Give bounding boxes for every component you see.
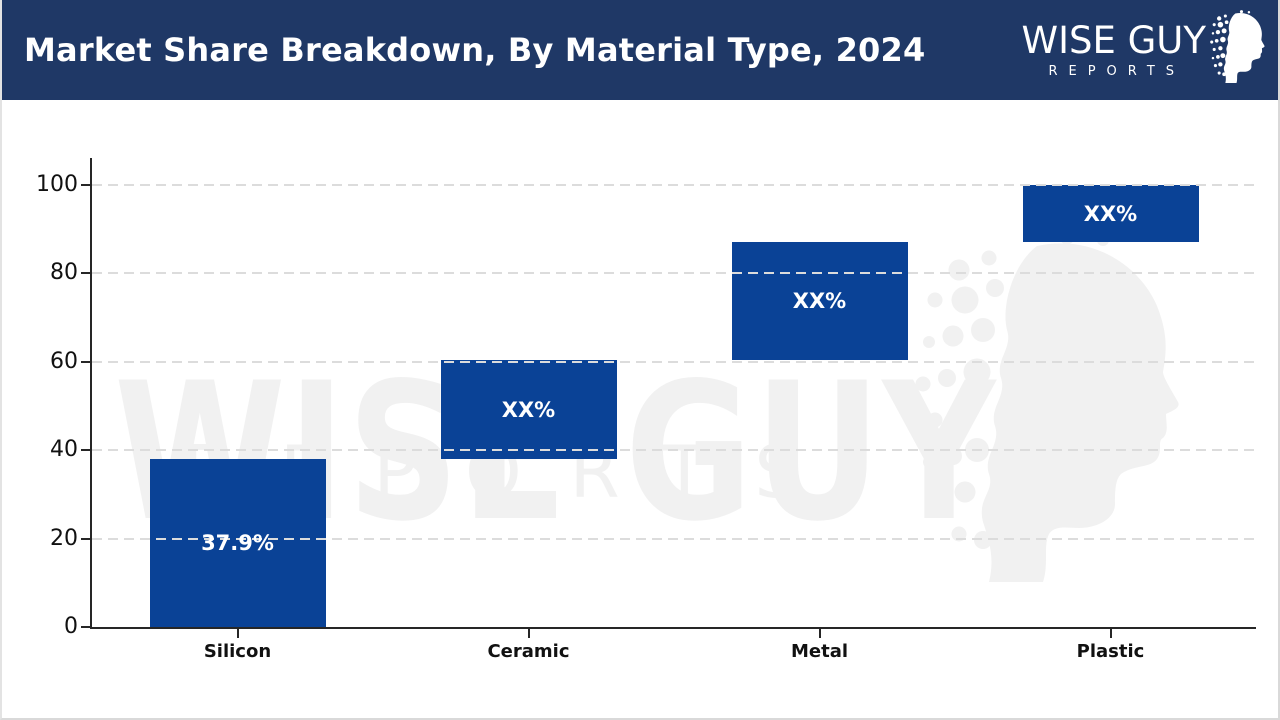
x-tick-label-ceramic: Ceramic [487, 641, 570, 662]
bar-label-silicon: 37.9% [201, 531, 274, 556]
x-tick-plastic [1109, 629, 1112, 638]
x-tick-label-plastic: Plastic [1076, 641, 1145, 662]
header: Market Share Breakdown, By Material Type… [2, 0, 1278, 100]
bar-silicon [149, 459, 326, 627]
wiseguy-logo-name: WISE GUY [1021, 19, 1206, 62]
bar-plastic [1022, 185, 1199, 243]
y-tick-60 [81, 360, 90, 363]
wiseguy-logo-text: WISE GUY REPORTS [1022, 22, 1206, 79]
chart-title: Market Share Breakdown, By Material Type… [24, 31, 926, 69]
x-tick-label-metal: Metal [790, 641, 849, 662]
wiseguy-logo-sub: REPORTS [1048, 64, 1186, 79]
x-tick-silicon [236, 629, 239, 638]
y-tick-80 [81, 272, 90, 275]
y-tick-label-60: 60 [50, 348, 78, 374]
bar-metal [731, 242, 908, 361]
plot-area: 0 20 40 60 80 100 Silicon 37.9% Ceramic XX% Metal X… [36, 158, 1256, 662]
x-tick-ceramic [527, 629, 530, 638]
gridline-100 [92, 184, 1256, 186]
y-tick-label-0: 0 [64, 614, 78, 639]
wiseguy-head-icon [1210, 10, 1265, 83]
x-tick-label-silicon: Silicon [203, 641, 272, 662]
gridline-80 [92, 272, 1256, 275]
gridline-60 [92, 360, 1256, 363]
y-tick-label-100: 100 [36, 172, 78, 197]
y-tick-40 [81, 449, 90, 452]
x-tick-metal [818, 629, 821, 638]
y-tick-20 [81, 537, 90, 540]
y-tick-0 [81, 626, 90, 628]
y-tick-100 [81, 184, 90, 186]
wiseguy-logo: WISE GUY REPORTS [1022, 8, 1270, 86]
bar-label-metal: XX% [792, 289, 847, 314]
y-tick-label-20: 20 [50, 525, 78, 551]
gridline-40 [92, 449, 1256, 452]
y-tick-label-80: 80 [50, 260, 78, 286]
bar-label-plastic: XX% [1083, 201, 1138, 226]
watermark-head-icon [915, 229, 1179, 583]
bar-ceramic [440, 360, 617, 460]
gridline-20 [92, 537, 1256, 540]
y-tick-label-40: 40 [50, 437, 78, 463]
bar-label-ceramic: XX% [501, 397, 556, 422]
